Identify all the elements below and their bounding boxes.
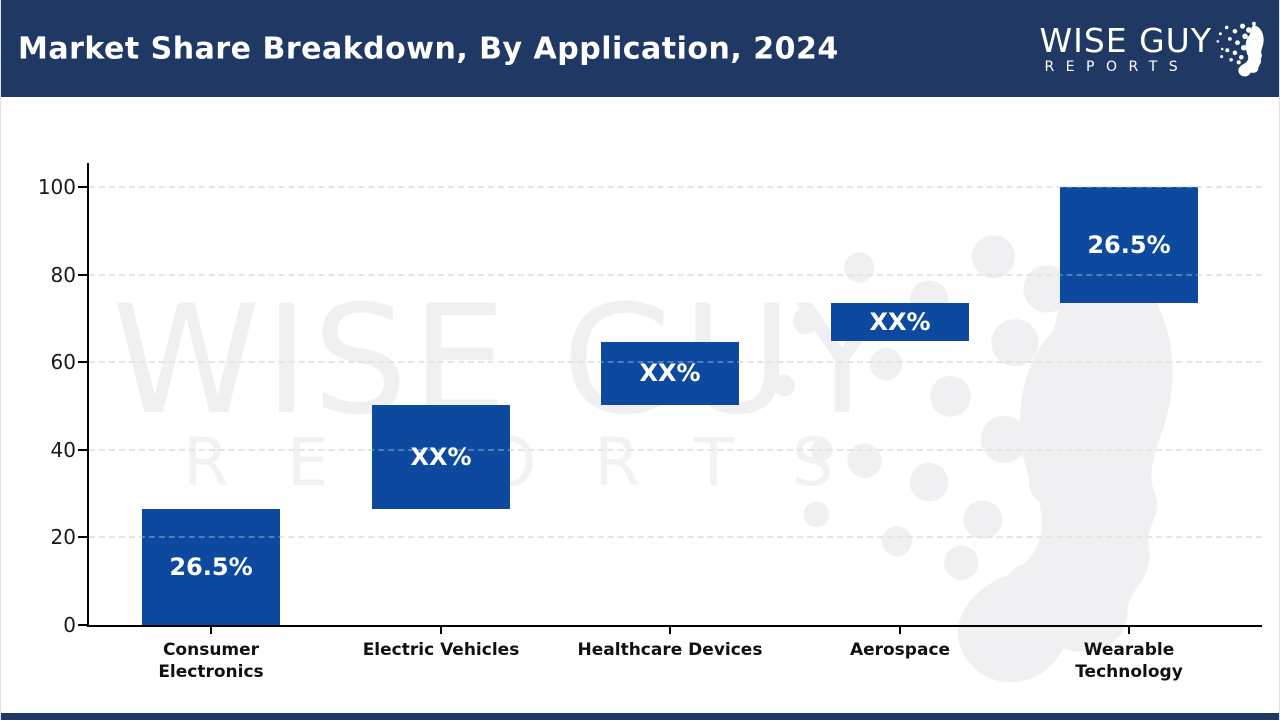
bar: XX% xyxy=(831,302,969,342)
y-tick-label: 60 xyxy=(50,350,76,375)
y-tick-label: 0 xyxy=(63,613,76,637)
logo-text: WISE GUY REPORTS xyxy=(1039,20,1212,75)
x-axis-line xyxy=(87,625,1262,627)
x-tick xyxy=(1128,627,1130,634)
y-tick-label: 40 xyxy=(50,437,76,462)
x-tick xyxy=(440,627,442,634)
x-tick xyxy=(210,627,212,634)
bar-value-label: XX% xyxy=(869,308,931,337)
bar: 26.5% xyxy=(1060,187,1198,304)
gridline xyxy=(89,186,1262,189)
y-tick xyxy=(78,536,87,539)
bar-value-label: XX% xyxy=(410,442,472,471)
footer-bar xyxy=(0,713,1280,720)
y-tick xyxy=(78,624,87,626)
x-tick-label: Aerospace xyxy=(849,640,951,660)
x-tick-label: Electric Vehicles xyxy=(362,640,520,660)
bar: XX% xyxy=(601,341,739,405)
x-tick xyxy=(669,627,671,634)
y-tick-label: 100 xyxy=(37,175,76,200)
gridline-overlay xyxy=(89,361,1262,364)
x-tick-label: Consumer Electronics xyxy=(158,640,264,682)
y-tick xyxy=(78,448,87,451)
gridline-overlay xyxy=(89,448,1262,451)
logo-reports-label: REPORTS xyxy=(1044,58,1190,75)
y-tick xyxy=(78,186,87,189)
gridline xyxy=(89,448,1262,451)
gridline-overlay xyxy=(89,186,1262,189)
bar-value-label: 26.5% xyxy=(169,553,253,581)
page-title: Market Share Breakdown, By Application, … xyxy=(18,31,839,66)
gridline xyxy=(89,273,1262,276)
y-axis-line xyxy=(87,163,89,627)
logo: WISE GUY REPORTS xyxy=(1039,6,1266,92)
y-tick-label: 80 xyxy=(50,262,76,287)
gridline-overlay xyxy=(89,273,1262,276)
chart-area: 26.5% XX% XX% XX% 26.5% 0 20 40 60 80 100 Consumer … xyxy=(0,97,1280,713)
y-tick xyxy=(78,361,87,364)
y-tick-label: 20 xyxy=(50,525,76,550)
bar-value-label: 26.5% xyxy=(1087,231,1171,260)
x-tick xyxy=(899,627,901,634)
bar: 26.5% xyxy=(142,509,280,625)
gridline xyxy=(89,536,1262,539)
y-tick xyxy=(78,273,87,276)
gridline-overlay xyxy=(89,536,1262,539)
logo-wordmark: WISE GUY xyxy=(1039,20,1212,60)
bar-value-label: XX% xyxy=(639,359,701,388)
header: Market Share Breakdown, By Application, … xyxy=(0,0,1280,97)
bar: XX% xyxy=(372,404,510,510)
x-tick-label: Healthcare Devices xyxy=(577,640,763,660)
x-tick-label: Wearable Technology xyxy=(1075,640,1183,682)
